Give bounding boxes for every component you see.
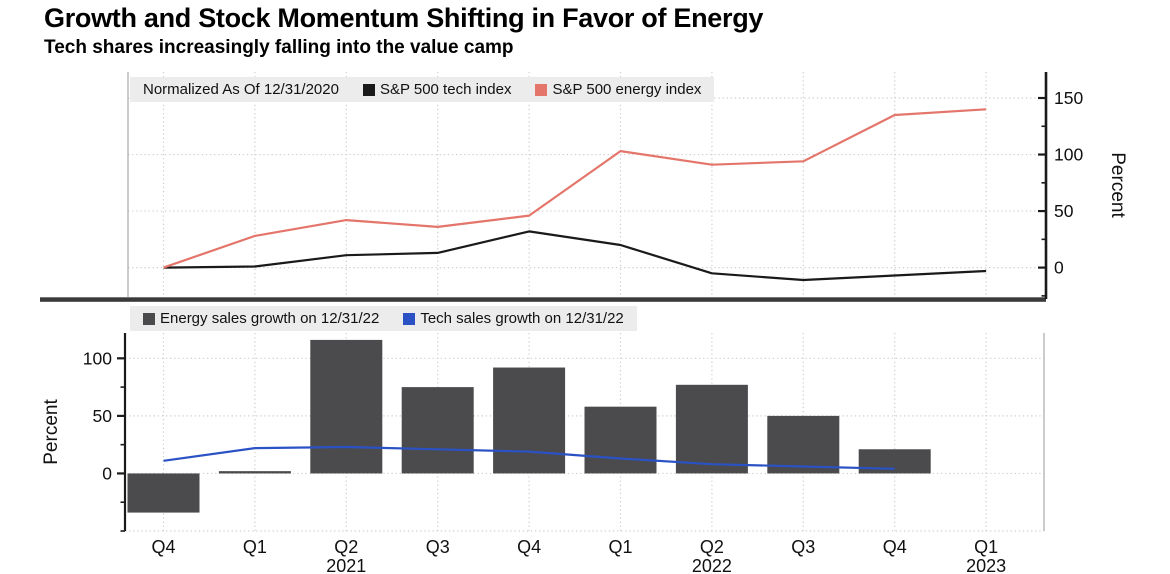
energy-index-swatch-icon (535, 83, 548, 96)
legend-item-energy-sales: Energy sales growth on 12/31/22 (143, 310, 379, 327)
energy-sales-bar (584, 406, 657, 474)
panel-separator (40, 297, 1046, 302)
energy-sales-bar (127, 473, 200, 513)
legend-item-tech-index: S&P 500 tech index (362, 81, 512, 98)
energy-sales-swatch-icon (143, 312, 155, 325)
x-tick-label: Q3 (791, 537, 815, 557)
energy-sales-bar (218, 471, 291, 474)
x-tick-label: Q2 (334, 537, 358, 557)
energy-sales-legend-label: Energy sales growth on 12/31/22 (160, 310, 380, 327)
year-label: 2022 (692, 556, 732, 574)
tech-sales-swatch-icon (403, 312, 416, 325)
energy-sales-bar (310, 339, 383, 474)
x-tick-label: Q4 (151, 537, 175, 557)
bottom-yaxis-title: Percent (41, 399, 62, 465)
x-tick-label: Q1 (243, 537, 267, 557)
svg-text:50: 50 (93, 406, 113, 426)
energy-sales-bar (767, 415, 840, 474)
year-label: 2023 (966, 556, 1006, 574)
x-tick-label: Q2 (700, 537, 724, 557)
x-tick-label: Q4 (517, 537, 541, 557)
x-tick-label: Q4 (883, 537, 907, 557)
energy-sales-bar (675, 384, 748, 474)
legend-item-energy-index: S&P 500 energy index (535, 81, 701, 98)
svg-text:50: 50 (1054, 201, 1074, 221)
chart-subtitle: Tech shares increasingly falling into th… (44, 37, 514, 58)
energy-sales-bar (493, 367, 566, 474)
svg-text:100: 100 (83, 348, 112, 368)
energy-index-line (163, 108, 987, 269)
chart-header: Growth and Stock Momentum Shifting in Fa… (44, 0, 763, 60)
svg-text:0: 0 (102, 463, 112, 483)
bottom-chart-legend: Energy sales growth on 12/31/22 Tech sal… (130, 306, 637, 331)
energy-index-legend-label: S&P 500 energy index (552, 81, 702, 98)
energy-sales-bar (858, 449, 931, 474)
top-chart-legend: Normalized As Of 12/31/2020 S&P 500 tech… (130, 77, 715, 102)
x-tick-label: Q1 (974, 537, 998, 557)
top-yaxis-title: Percent (1107, 152, 1128, 218)
tech-index-legend-label: S&P 500 tech index (379, 81, 512, 98)
tech-sales-line (163, 445, 895, 470)
tech-index-swatch-icon (362, 83, 375, 96)
tech-sales-legend-label: Tech sales growth on 12/31/22 (420, 310, 624, 327)
x-tick-label: Q3 (426, 537, 450, 557)
year-label: 2021 (326, 556, 366, 574)
energy-sales-bar (401, 387, 474, 474)
chart-title: Growth and Stock Momentum Shifting in Fa… (44, 3, 764, 33)
normalization-note: Normalized As Of 12/31/2020 (143, 81, 339, 98)
svg-text:100: 100 (1054, 145, 1083, 165)
x-tick-label: Q1 (608, 537, 632, 557)
tech-index-line (163, 230, 987, 282)
legend-item-tech-sales: Tech sales growth on 12/31/22 (403, 310, 624, 327)
svg-text:150: 150 (1054, 88, 1083, 108)
svg-text:0: 0 (1054, 258, 1064, 278)
